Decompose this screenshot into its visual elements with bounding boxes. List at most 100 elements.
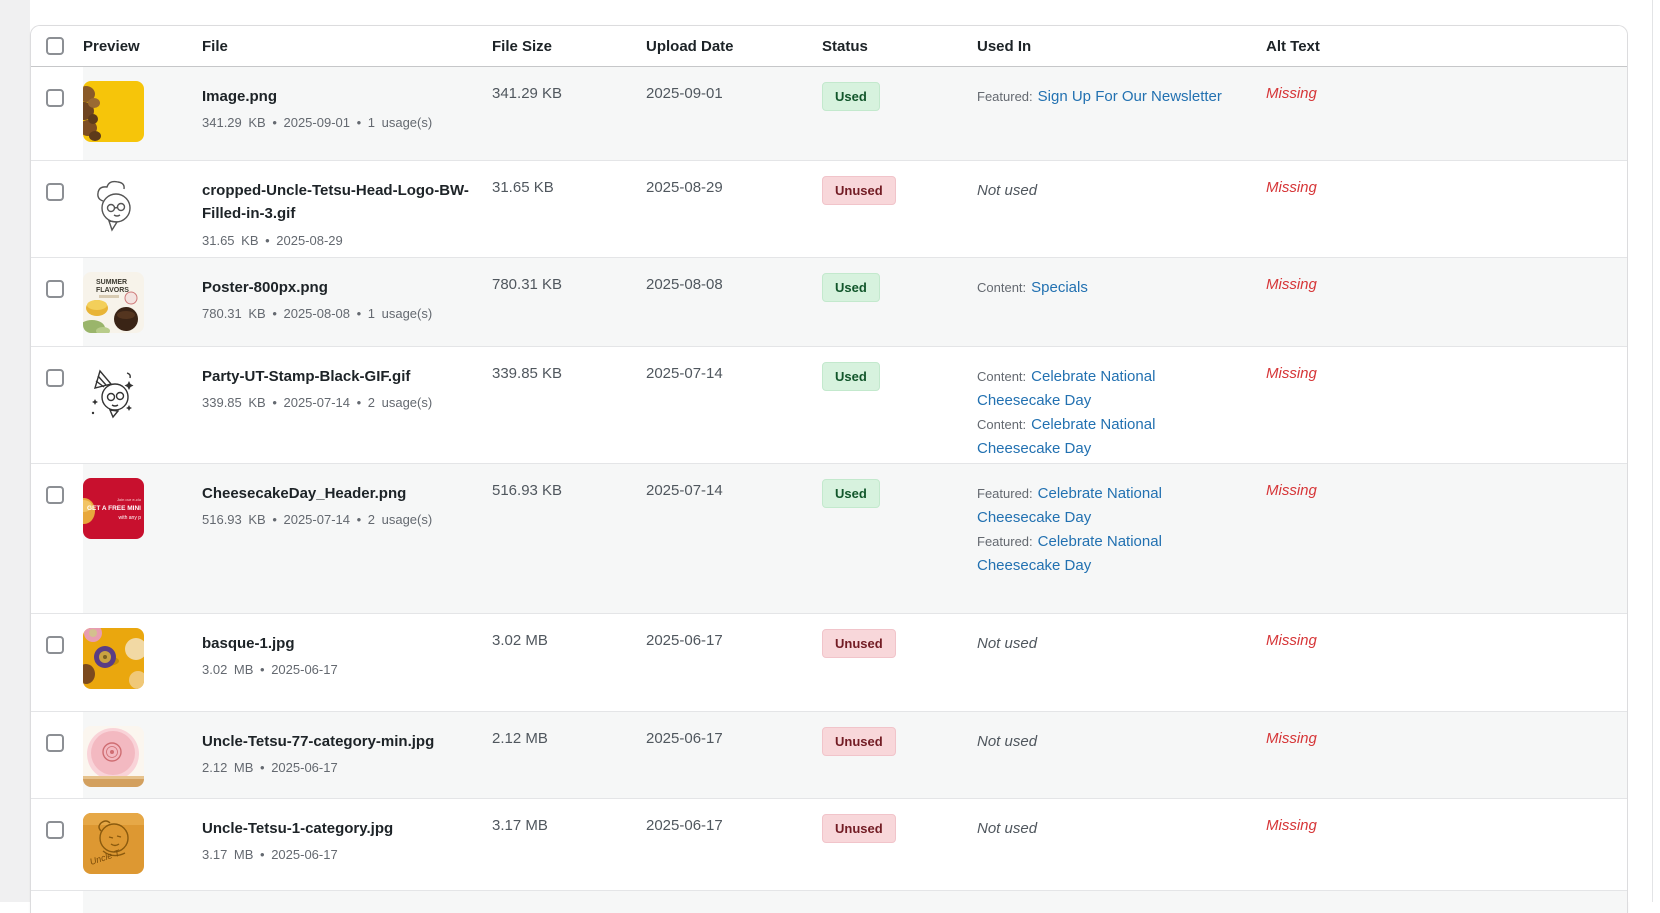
file-thumbnail[interactable] bbox=[83, 726, 144, 787]
column-header-used-in: Used In bbox=[977, 37, 1032, 55]
file-name[interactable]: cropped-Uncle-Tetsu-Head-Logo-BW-Filled-… bbox=[202, 182, 469, 223]
alt-text-status: Missing bbox=[1266, 817, 1317, 834]
file-thumbnail[interactable] bbox=[83, 628, 144, 689]
not-used-label: Not used bbox=[977, 635, 1038, 652]
alt-text-status: Missing bbox=[1266, 276, 1317, 293]
page-left-margin bbox=[0, 0, 30, 902]
file-size: 2.12 MB bbox=[492, 712, 646, 798]
table-row: basque-1.jpg 3.02 MB • 2025-06-17 3.02 M… bbox=[31, 614, 1627, 712]
page-right-margin bbox=[1628, 0, 1660, 902]
alt-text-status: Missing bbox=[1266, 85, 1317, 102]
pink-cheesecake-image bbox=[83, 726, 144, 787]
table-row: SUMMER FLAVORS Poster-800px.png 780.31 K… bbox=[31, 258, 1627, 347]
file-name[interactable]: Uncle-Tetsu-1-category.jpg bbox=[202, 820, 394, 837]
alt-text-status: Missing bbox=[1266, 365, 1317, 382]
status-badge: Used bbox=[822, 82, 880, 111]
file-meta: 31.65 KB • 2025-08-29 bbox=[202, 232, 343, 248]
row-checkbox[interactable] bbox=[46, 369, 64, 387]
used-in-link[interactable]: Celebrate National Cheesecake Day bbox=[977, 368, 1156, 409]
table-row: Uncle T Uncle-Tetsu-1-category.jpg 3.17 … bbox=[31, 799, 1627, 891]
file-name[interactable]: Uncle-Tetsu-77-category-min.jpg bbox=[202, 733, 435, 750]
status-badge: Unused bbox=[822, 814, 896, 843]
table-row: Party-UT-Stamp-Black-GIF.gif 339.85 KB •… bbox=[31, 347, 1627, 464]
file-thumbnail[interactable] bbox=[83, 81, 144, 142]
upload-date: 2025-08-08 bbox=[646, 258, 822, 346]
file-size: 3.02 MB bbox=[492, 632, 548, 649]
upload-date: 2025-06-17 bbox=[646, 817, 723, 834]
row-checkbox[interactable] bbox=[46, 821, 64, 839]
upload-date: 2025-06-17 bbox=[646, 712, 822, 798]
used-in-entry: Featured: Sign Up For Our Newsletter bbox=[977, 85, 1235, 109]
file-meta: 3.02 MB • 2025-06-17 bbox=[202, 662, 338, 678]
alt-text-status: Missing bbox=[1266, 179, 1317, 196]
used-in-cell: Content: Celebrate National Cheesecake Da… bbox=[977, 347, 1266, 463]
used-in-type-label: Content: bbox=[977, 417, 1027, 432]
file-size: 3.17 MB bbox=[492, 817, 548, 834]
svg-text:Join our e-clu: Join our e-clu bbox=[117, 497, 141, 502]
upload-date: 2025-08-29 bbox=[646, 179, 723, 196]
table-row: Join our e-clu GET A FREE MINI with any … bbox=[31, 464, 1627, 614]
used-in-cell: Not used bbox=[977, 712, 1266, 798]
file-name[interactable]: Poster-800px.png bbox=[202, 279, 328, 296]
upload-date: 2025-06-17 bbox=[646, 632, 723, 649]
row-checkbox[interactable] bbox=[46, 636, 64, 654]
summer-flavors-poster-image: SUMMER FLAVORS bbox=[83, 272, 144, 333]
upload-date: 2025-07-14 bbox=[646, 365, 723, 382]
column-header-file-size: File Size bbox=[492, 37, 553, 55]
column-header-alt-text: Alt Text bbox=[1266, 37, 1320, 55]
file-thumbnail[interactable]: Join our e-clu GET A FREE MINI with any … bbox=[83, 478, 144, 539]
file-name[interactable]: Image.png bbox=[202, 88, 278, 105]
used-in-link[interactable]: Sign Up For Our Newsletter bbox=[1037, 88, 1222, 105]
status-badge: Unused bbox=[822, 629, 896, 658]
row-checkbox[interactable] bbox=[46, 183, 64, 201]
used-in-type-label: Featured: bbox=[977, 534, 1033, 549]
used-in-type-label: Content: bbox=[977, 369, 1027, 384]
alt-text-status: Missing bbox=[1266, 730, 1317, 747]
file-name[interactable]: CheesecakeDay_Header.png bbox=[202, 485, 407, 502]
file-name[interactable]: basque-1.jpg bbox=[202, 635, 295, 652]
file-thumbnail[interactable] bbox=[83, 175, 144, 236]
file-meta: 516.93 KB • 2025-07-14 • 2 usage(s) bbox=[202, 512, 433, 528]
file-size: 31.65 KB bbox=[492, 179, 554, 196]
status-badge: Used bbox=[822, 362, 880, 391]
status-badge: Unused bbox=[822, 727, 896, 756]
svg-text:GET A FREE MINI: GET A FREE MINI bbox=[87, 505, 141, 512]
row-checkbox[interactable] bbox=[46, 89, 64, 107]
file-thumbnail[interactable]: SUMMER FLAVORS bbox=[83, 272, 144, 333]
file-size: 339.85 KB bbox=[492, 365, 563, 382]
file-thumbnail[interactable]: Uncle T bbox=[83, 813, 144, 874]
file-size: 780.31 KB bbox=[492, 258, 646, 346]
used-in-entry: Content: Celebrate National Cheesecake Da… bbox=[977, 365, 1235, 413]
table-row: Image.png 341.29 KB • 2025-09-01 • 1 usa… bbox=[31, 67, 1627, 161]
used-in-link[interactable]: Specials bbox=[1031, 279, 1088, 296]
not-used-label: Not used bbox=[977, 182, 1038, 199]
media-files-table: Preview File File Size Upload Date Statu… bbox=[30, 25, 1628, 913]
used-in-cell: Not used bbox=[977, 614, 1266, 711]
table-row-partial bbox=[31, 891, 1627, 913]
alt-text-status: Missing bbox=[1266, 482, 1317, 499]
file-thumbnail[interactable] bbox=[83, 361, 144, 422]
used-in-link[interactable]: Celebrate National Cheesecake Day bbox=[977, 416, 1156, 457]
row-checkbox[interactable] bbox=[46, 734, 64, 752]
used-in-link[interactable]: Celebrate National Cheesecake Day bbox=[977, 485, 1162, 526]
used-in-link[interactable]: Celebrate National Cheesecake Day bbox=[977, 533, 1162, 574]
table-body: Image.png 341.29 KB • 2025-09-01 • 1 usa… bbox=[31, 67, 1627, 891]
file-size: 516.93 KB bbox=[492, 464, 646, 613]
svg-text:FLAVORS: FLAVORS bbox=[96, 287, 129, 294]
file-meta: 3.17 MB • 2025-06-17 bbox=[202, 847, 338, 863]
row-checkbox[interactable] bbox=[46, 486, 64, 504]
used-in-entry: Featured: Celebrate National Cheesecake D… bbox=[977, 482, 1235, 530]
not-used-label: Not used bbox=[977, 733, 1038, 750]
file-meta: 341.29 KB • 2025-09-01 • 1 usage(s) bbox=[202, 115, 433, 131]
used-in-cell: Not used bbox=[977, 799, 1266, 890]
status-badge: Unused bbox=[822, 176, 896, 205]
file-name[interactable]: Party-UT-Stamp-Black-GIF.gif bbox=[202, 368, 411, 385]
select-all-checkbox[interactable] bbox=[46, 37, 64, 55]
party-character-line-art bbox=[83, 361, 144, 422]
red-promo-banner-image: Join our e-clu GET A FREE MINI with any … bbox=[83, 478, 144, 539]
svg-text:with any p: with any p bbox=[118, 515, 141, 521]
upload-date: 2025-07-14 bbox=[646, 464, 822, 613]
svg-text:SUMMER: SUMMER bbox=[96, 279, 127, 286]
row-checkbox[interactable] bbox=[46, 280, 64, 298]
yellow-cookies-image bbox=[83, 81, 144, 142]
